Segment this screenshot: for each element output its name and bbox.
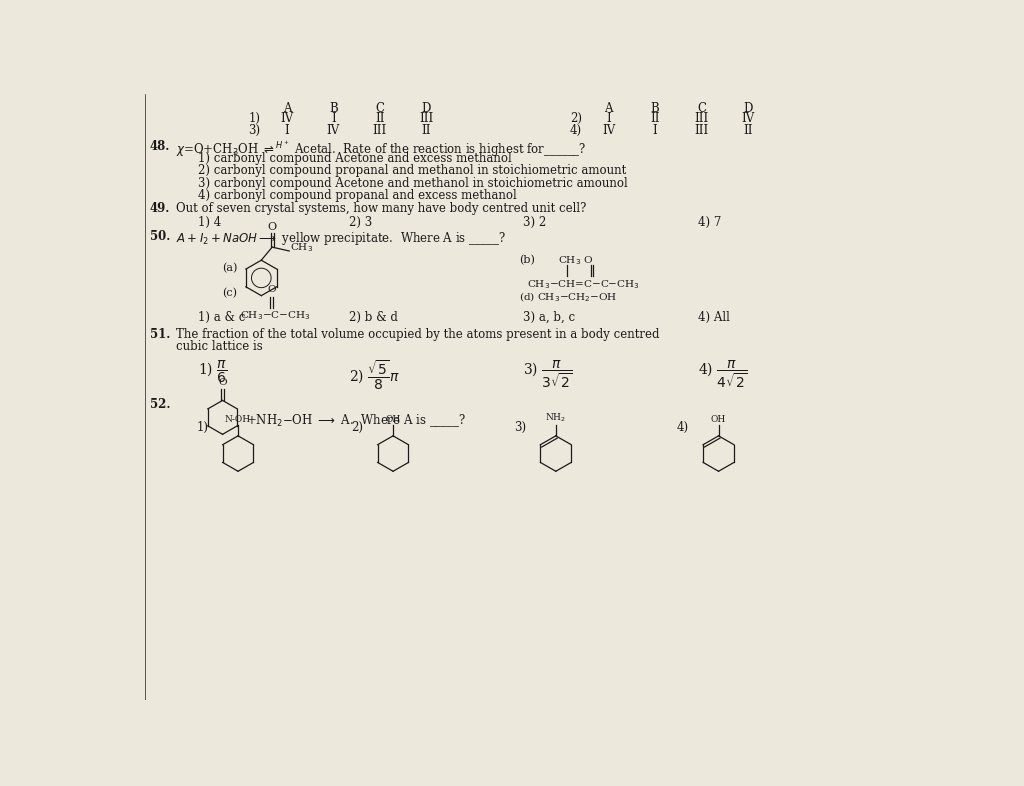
Text: OH: OH (385, 414, 400, 424)
Text: I: I (652, 123, 657, 137)
Text: 3): 3) (514, 421, 526, 434)
Text: IV: IV (281, 112, 294, 126)
Text: 4): 4) (677, 421, 689, 434)
Text: O: O (218, 378, 227, 387)
Text: cubic lattice is: cubic lattice is (176, 340, 263, 353)
Text: (d) CH$_3$−CH$_2$−OH: (d) CH$_3$−CH$_2$−OH (519, 290, 617, 304)
Text: CH$_3$−C−CH$_3$: CH$_3$−C−CH$_3$ (241, 310, 311, 322)
Text: OH: OH (711, 414, 726, 424)
Text: IV: IV (741, 112, 755, 126)
Text: O: O (267, 222, 276, 232)
Text: 52.: 52. (150, 399, 170, 411)
Text: 4) 7: 4) 7 (697, 215, 721, 229)
Text: C: C (376, 102, 384, 115)
Text: CH$_3$−CH=C−C−CH$_3$: CH$_3$−CH=C−C−CH$_3$ (527, 278, 640, 291)
Text: 49.: 49. (150, 202, 170, 215)
Text: 48.: 48. (150, 140, 170, 152)
Text: 3) $\dfrac{\pi}{3\sqrt{2}}$: 3) $\dfrac{\pi}{3\sqrt{2}}$ (523, 359, 572, 391)
Text: IV: IV (327, 123, 340, 137)
Text: II: II (743, 123, 753, 137)
Text: 1) a & c: 1) a & c (198, 311, 245, 324)
Text: B: B (329, 102, 338, 115)
Text: II: II (375, 112, 385, 126)
Text: $A+I_2+NaOH\longrightarrow$ yellow precipitate.  Where A is _____?: $A+I_2+NaOH\longrightarrow$ yellow preci… (176, 230, 506, 247)
Text: 3) a, b, c: 3) a, b, c (523, 311, 575, 324)
Text: 3): 3) (248, 123, 260, 137)
Text: D: D (422, 102, 431, 115)
Text: 4) carbonyl compound propanal and excess methanol: 4) carbonyl compound propanal and excess… (198, 189, 516, 202)
Text: 1): 1) (197, 421, 208, 434)
Text: 2) $\dfrac{\sqrt{5}}{8}\pi$: 2) $\dfrac{\sqrt{5}}{8}\pi$ (349, 359, 400, 392)
Text: II: II (650, 112, 659, 126)
Text: 2) carbonyl compound propanal and methanol in stoichiometric amount: 2) carbonyl compound propanal and methan… (198, 164, 626, 178)
Text: III: III (419, 112, 433, 126)
Text: NH$_2$: NH$_2$ (545, 411, 566, 424)
Text: (c): (c) (222, 288, 238, 298)
Text: IV: IV (602, 123, 615, 137)
Text: The fraction of the total volume occupied by the atoms present in a body centred: The fraction of the total volume occupie… (176, 328, 659, 341)
Text: 1) $\dfrac{\pi}{6}$: 1) $\dfrac{\pi}{6}$ (198, 359, 227, 385)
Text: 2): 2) (351, 421, 364, 434)
Text: 50.: 50. (150, 230, 170, 243)
Text: III: III (373, 123, 387, 137)
Text: C: C (697, 102, 706, 115)
Text: 3) 2: 3) 2 (523, 215, 547, 229)
Text: B: B (650, 102, 659, 115)
Text: (a): (a) (222, 263, 238, 273)
Text: I: I (331, 112, 336, 126)
Text: 1) 4: 1) 4 (198, 215, 221, 229)
Text: CH$_3$: CH$_3$ (290, 241, 313, 255)
Text: D: D (743, 102, 753, 115)
Text: III: III (694, 112, 709, 126)
Text: III: III (694, 123, 709, 137)
Text: 2): 2) (569, 112, 582, 126)
Text: 4): 4) (569, 123, 582, 137)
Text: 2) b & d: 2) b & d (349, 311, 397, 324)
Text: A: A (283, 102, 291, 115)
Text: O: O (267, 285, 275, 294)
Text: CH$_3$ O: CH$_3$ O (558, 254, 594, 267)
Text: 4) $\dfrac{\pi}{4\sqrt{2}}$: 4) $\dfrac{\pi}{4\sqrt{2}}$ (697, 359, 748, 391)
Text: I: I (285, 123, 289, 137)
Text: N-OH: N-OH (225, 414, 251, 424)
Text: 3) carbonyl compound Acetone and methanol in stoichiometric amounol: 3) carbonyl compound Acetone and methano… (198, 177, 628, 189)
Text: +NH$_2$−OH $\longrightarrow$ A.  Where A is _____?: +NH$_2$−OH $\longrightarrow$ A. Where A … (246, 412, 466, 428)
Text: II: II (422, 123, 431, 137)
Text: I: I (606, 112, 611, 126)
Text: 1) carbonyl compound Acetone and excess methanol: 1) carbonyl compound Acetone and excess … (198, 152, 512, 165)
Text: A: A (604, 102, 612, 115)
Text: $\chi$=O+CH$_3$OH $\rightleftharpoons$$^{H^+}$ Acetal.  Rate of the reaction is : $\chi$=O+CH$_3$OH $\rightleftharpoons$$^… (176, 140, 587, 159)
Text: Out of seven crystal systems, how many have body centred unit cell?: Out of seven crystal systems, how many h… (176, 202, 587, 215)
Text: (b): (b) (519, 255, 536, 265)
Text: 1): 1) (248, 112, 260, 126)
Text: 2) 3: 2) 3 (349, 215, 372, 229)
Text: 51.: 51. (150, 328, 170, 341)
Text: 4) All: 4) All (697, 311, 729, 324)
